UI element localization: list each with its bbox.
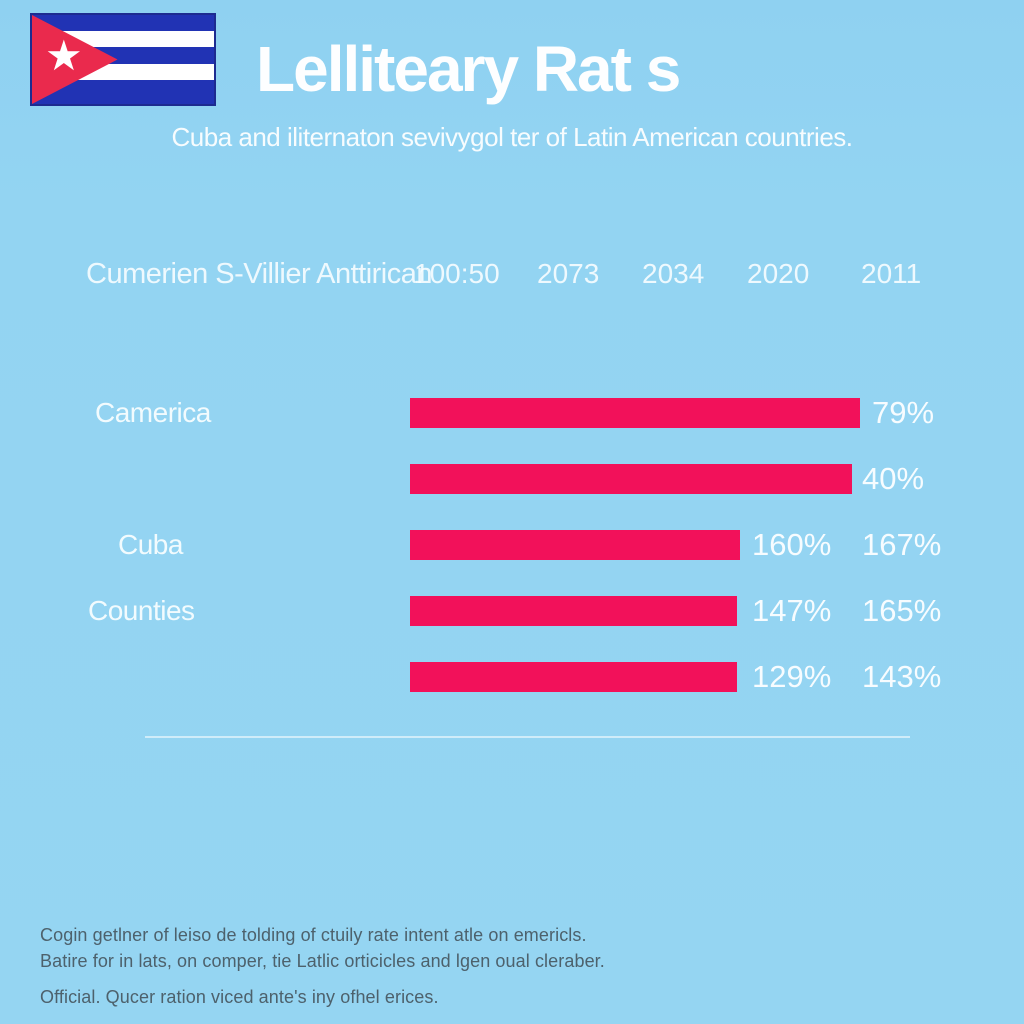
chart-row: 129% 143% xyxy=(0,659,1024,694)
chart-row: Camerica 79% xyxy=(0,395,1024,430)
column-header-2: 2073 xyxy=(537,258,600,289)
column-group-label: Cumerien S-Villier Anttirican xyxy=(86,258,433,290)
column-header-4: 2020 xyxy=(747,258,810,289)
chart-row: Cuba 160% 167% xyxy=(0,527,1024,562)
chart-row: 40% xyxy=(0,461,1024,496)
bar xyxy=(410,662,737,692)
column-header-5: 2011 xyxy=(861,258,922,289)
flag-stripe-blue xyxy=(32,15,214,32)
bar xyxy=(410,464,852,494)
footer-line-3: Official. Qucer ration viced ante's iny … xyxy=(40,987,439,1007)
footer-line-2: Batire for in lats, on comper, tie Latli… xyxy=(40,951,605,971)
row-label: Counties xyxy=(88,595,195,626)
page-title: Lelliteary Rat s xyxy=(256,33,681,105)
table-header: Cumerien S-Villier Anttirican 100:50 207… xyxy=(0,258,1024,292)
row-label: Cuba xyxy=(118,529,183,560)
row-label: Camerica xyxy=(95,397,211,428)
footer: Cogin getlner of leiso de tolding of ctu… xyxy=(40,922,940,1010)
bar xyxy=(410,398,860,428)
bar xyxy=(410,596,737,626)
bar-value: 147% xyxy=(752,593,832,628)
chart-row: Counties 147% 165% xyxy=(0,593,1024,628)
divider-line xyxy=(145,736,910,738)
bar-value: 40% xyxy=(862,461,925,496)
bar-value-2: 167% xyxy=(862,527,942,562)
bar xyxy=(410,530,740,560)
footer-line-1: Cogin getlner of leiso de tolding of ctu… xyxy=(40,925,587,945)
bar-value-2: 143% xyxy=(862,659,942,694)
cuba-flag: ★ xyxy=(30,13,216,106)
page-subtitle: Cuba and iliternaton sevivygol ter of La… xyxy=(171,122,854,152)
column-header-1: 100:50 xyxy=(414,258,500,289)
bar-value: 160% xyxy=(752,527,832,562)
bar-value: 129% xyxy=(752,659,832,694)
bar-value: 79% xyxy=(872,395,935,430)
bar-value-2: 165% xyxy=(862,593,942,628)
column-header-3: 2034 xyxy=(642,258,705,289)
star-icon: ★ xyxy=(45,32,83,79)
